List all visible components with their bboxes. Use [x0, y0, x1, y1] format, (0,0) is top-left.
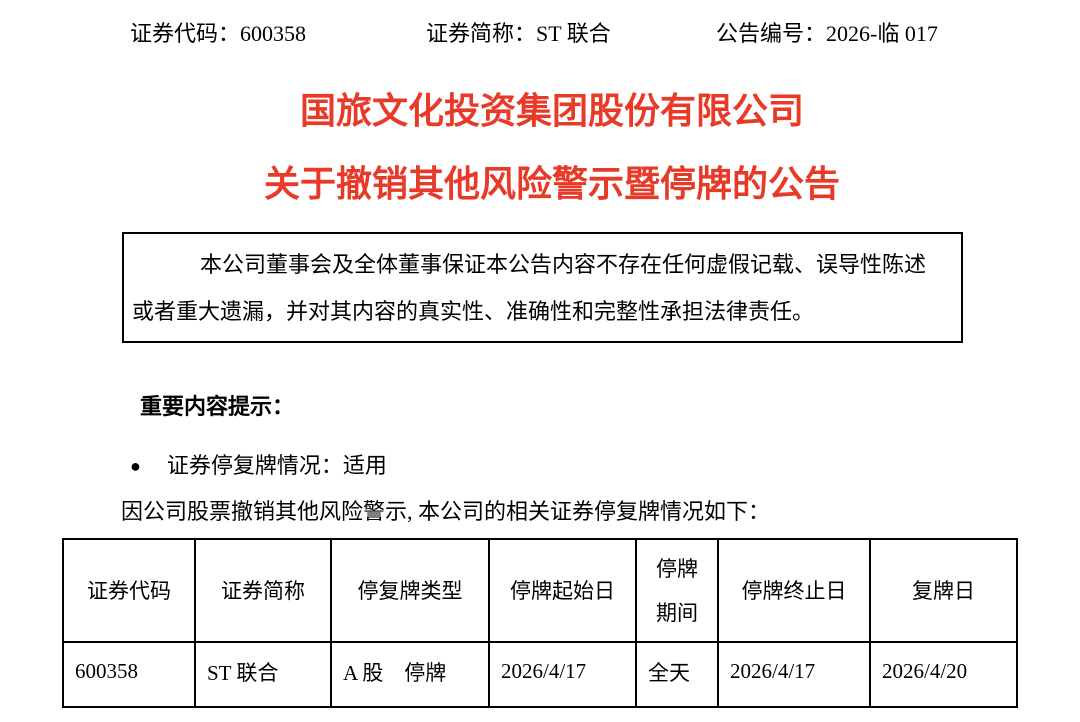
cell-suspension-period: 全天 — [635, 641, 719, 708]
disclaimer-box: 本公司董事会及全体董事保证本公告内容不存在任何虚假记载、误导性陈述 或者重大遗漏… — [122, 232, 963, 343]
header-suspension-period: 停牌期间 — [635, 538, 719, 643]
announcement-title: 关于撤销其他风险警示暨停牌的公告 — [263, 163, 840, 204]
header-suspension-type: 停复牌类型 — [330, 538, 490, 643]
announcement-number: 公告编号：2026-临 017 — [716, 21, 938, 46]
important-tip-heading: 重要内容提示： — [140, 394, 295, 419]
table-header-row: 证券代码 证券简称 停复牌类型 停牌起始日 停牌期间 停牌终止日 复牌日 — [62, 538, 1018, 643]
stock-abbreviation: 证券简称：ST 联合 — [426, 21, 611, 46]
disclaimer-line-1: 本公司董事会及全体董事保证本公告内容不存在任何虚假记载、误导性陈述 — [200, 252, 927, 277]
cell-suspension-start-date: 2026/4/17 — [488, 641, 637, 708]
cell-stock-code: 600358 — [62, 641, 196, 708]
cell-suspension-type: A 股 停牌 — [330, 641, 490, 708]
cell-suspension-end-date: 2026/4/17 — [717, 641, 871, 708]
header-suspension-start-date: 停牌起始日 — [488, 538, 637, 643]
table-data-row: 600358 ST 联合 A 股 停牌 2026/4/17 全天 2026/4/… — [62, 641, 1018, 708]
stock-code: 证券代码：600358 — [130, 21, 307, 46]
suspension-status-item: ● 证券停复牌情况：适用 — [130, 448, 387, 480]
header-resumption-date: 复牌日 — [869, 538, 1018, 643]
header-suspension-end-date: 停牌终止日 — [717, 538, 871, 643]
disclaimer-line-2: 或者重大遗漏，并对其内容的真实性、准确性和完整性承担法律责任。 — [132, 299, 815, 324]
cell-resumption-date: 2026/4/20 — [869, 641, 1018, 708]
cell-stock-abbr: ST 联合 — [194, 641, 332, 708]
header-stock-abbr: 证券简称 — [194, 538, 332, 643]
bullet-icon: ● — [130, 456, 141, 476]
intro-paragraph: 因公司股票撤销其他风险警示, 本公司的相关证券停复牌情况如下： — [121, 499, 771, 524]
suspension-table: 证券代码 证券简称 停复牌类型 停牌起始日 停牌期间 停牌终止日 复牌日 600… — [62, 538, 1018, 708]
suspension-status-text: 证券停复牌情况：适用 — [166, 453, 387, 478]
company-title: 国旅文化投资集团股份有限公司 — [299, 90, 804, 131]
header-stock-code: 证券代码 — [62, 538, 196, 643]
